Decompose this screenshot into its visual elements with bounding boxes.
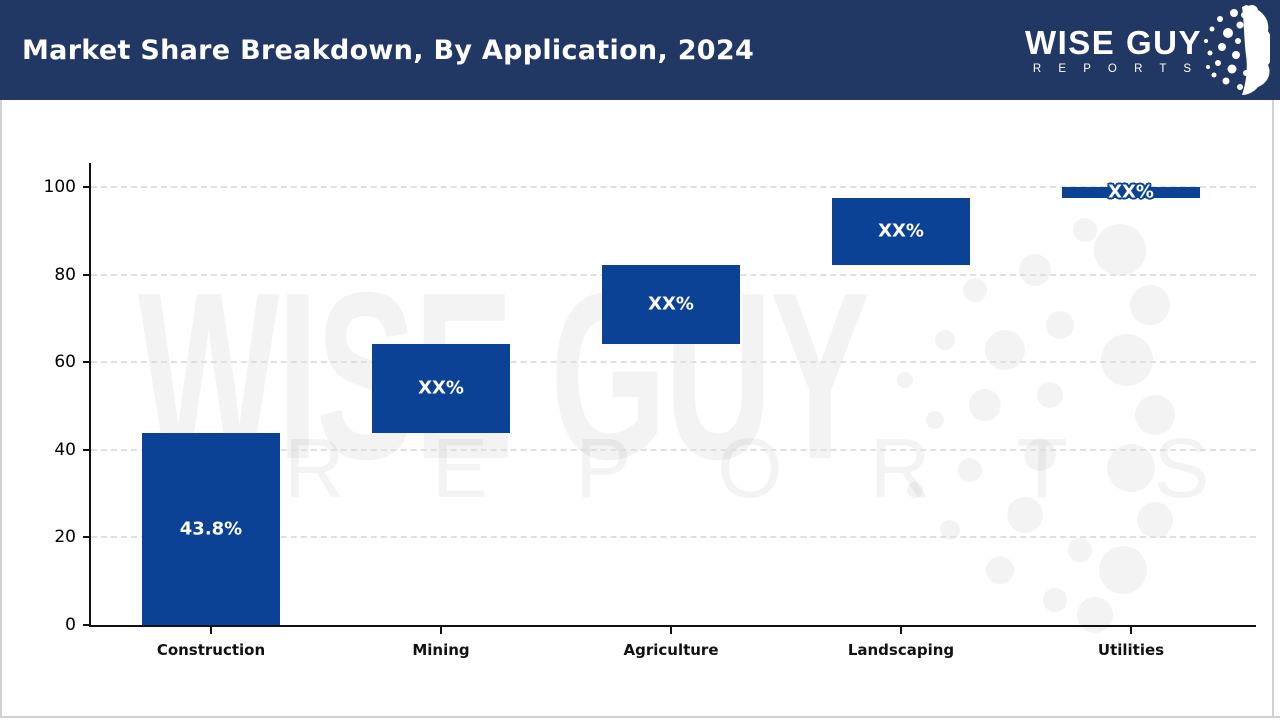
bar-value-label: XX% — [878, 220, 924, 242]
logo-text: WISE GUY R E P O R T S — [1025, 26, 1202, 75]
x-tick-label-landscaping: Landscaping — [847, 641, 955, 659]
y-tick-mark — [83, 624, 90, 626]
logo-face-icon — [1204, 5, 1270, 95]
page-border-right — [1272, 100, 1274, 718]
gridline-y40 — [91, 448, 1256, 451]
y-tick-mark — [83, 186, 90, 188]
logo-subtitle: R E P O R T S — [1032, 62, 1199, 75]
bar-utilities: XX% — [1062, 182, 1200, 203]
page-title: Market Share Breakdown, By Application, … — [22, 34, 755, 66]
y-tick-label: 0 — [65, 615, 76, 635]
gridline-y60 — [91, 361, 1256, 364]
bar-landscaping: XX% — [832, 197, 970, 265]
y-tick-label: 80 — [54, 264, 76, 285]
y-tick-label: 60 — [54, 352, 76, 373]
x-tick-label-utilities: Utilities — [1097, 641, 1165, 659]
watermark-subtitle: R E P O R T S — [284, 426, 1242, 510]
x-tick-label-mining: Mining — [412, 641, 470, 659]
bar-value-label: 43.8% — [179, 518, 243, 540]
x-tick-mark — [440, 627, 442, 634]
y-tick-mark — [83, 361, 90, 364]
y-tick-mark — [83, 448, 90, 451]
page-border-bottom — [0, 716, 1280, 718]
watermark-face-dots-icon — [897, 218, 1175, 633]
x-tick-label-construction: Construction — [156, 641, 266, 659]
y-tick-label: 40 — [54, 439, 76, 460]
y-tick-label: 100 — [43, 177, 76, 197]
header: Market Share Breakdown, By Application, … — [0, 0, 1280, 100]
bar-construction: 43.8% — [142, 433, 280, 625]
chart-area: WISE GUY R E P O R T S 02040608010043.8%… — [0, 100, 1280, 720]
x-axis-line — [89, 625, 1256, 627]
logo-wordmark: WISE GUY — [1024, 23, 1202, 61]
wiseguy-logo: WISE GUY R E P O R T S — [1025, 3, 1270, 97]
bar-agriculture: XX% — [602, 264, 740, 344]
y-tick-mark — [83, 273, 90, 276]
gridline-y100 — [91, 186, 1256, 188]
x-tick-mark — [1130, 627, 1132, 634]
bar-value-label: XX% — [648, 293, 694, 315]
y-tick-label: 20 — [54, 527, 76, 548]
x-tick-mark — [210, 627, 212, 634]
page-border-left — [0, 100, 2, 718]
x-tick-label-agriculture: Agriculture — [623, 641, 719, 659]
x-tick-mark — [670, 627, 672, 634]
bar-value-label: XX% — [418, 377, 464, 399]
y-tick-mark — [83, 536, 90, 539]
bar-mining: XX% — [372, 343, 510, 434]
x-tick-mark — [900, 627, 902, 634]
gridline-y20 — [91, 536, 1256, 539]
bar-value-label: XX% — [1108, 181, 1154, 203]
y-axis-line — [89, 163, 91, 627]
